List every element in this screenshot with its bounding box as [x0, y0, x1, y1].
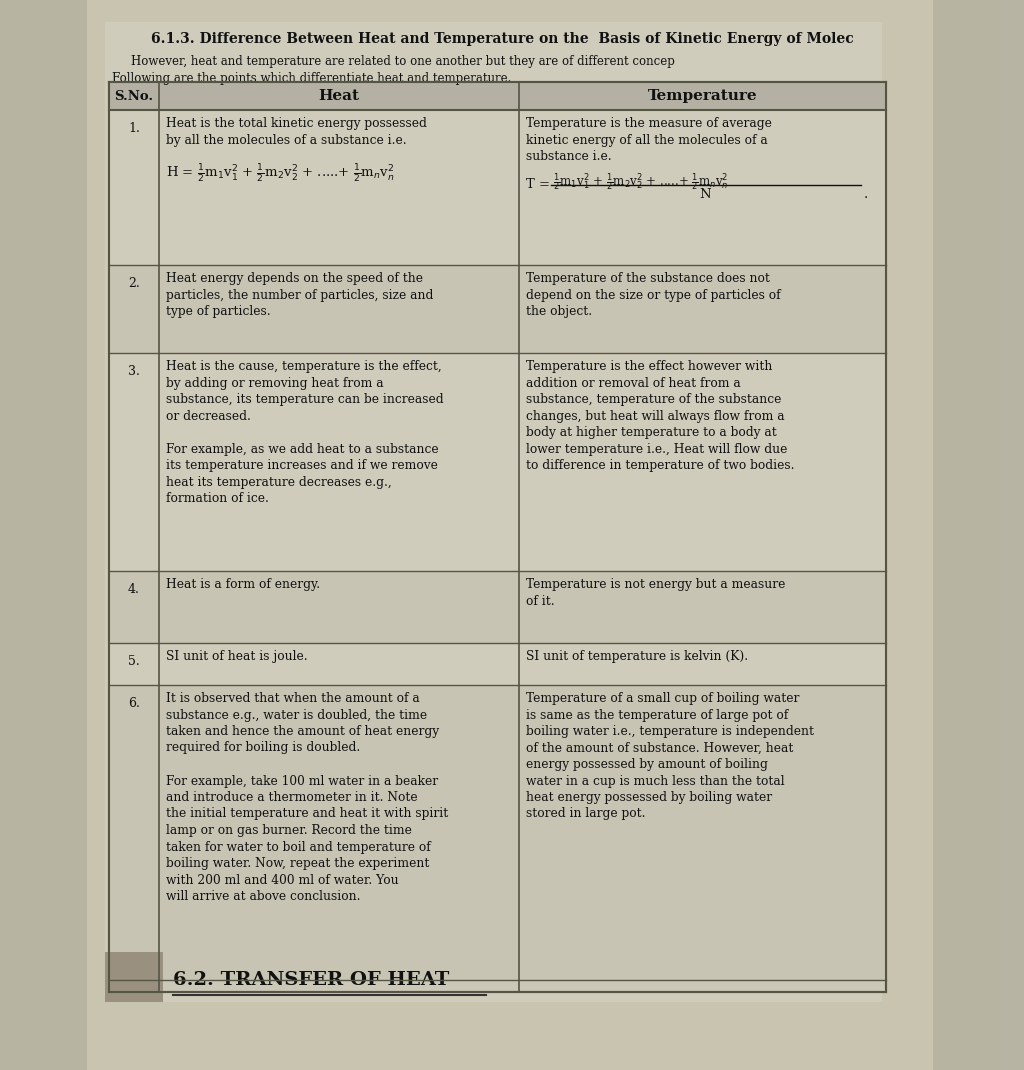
Bar [109, 685, 886, 980]
Bar [104, 952, 163, 1002]
Bar [109, 82, 886, 110]
Bar [87, 0, 933, 1070]
Text: .: . [863, 188, 867, 201]
Bar [109, 353, 886, 571]
Text: Heat: Heat [318, 89, 359, 103]
Text: Following are the points which differentiate heat and temperature.: Following are the points which different… [112, 72, 511, 85]
Bar [109, 82, 886, 992]
Text: However, heat and temperature are related to one another but they are of differe: However, heat and temperature are relate… [131, 55, 675, 68]
Text: 5.: 5. [128, 655, 140, 668]
Text: 6.2. TRANSFER OF HEAT: 6.2. TRANSFER OF HEAT [173, 970, 450, 989]
Text: SI unit of heat is joule.: SI unit of heat is joule. [166, 649, 308, 663]
Text: It is observed that when the amount of a
substance e.g., water is doubled, the t: It is observed that when the amount of a… [166, 692, 449, 903]
Text: $\frac{1}{2}$m$_1$v$_1^2$ + $\frac{1}{2}$m$_2$v$_2^2$ + .....+ $\frac{1}{2}$m$_n: $\frac{1}{2}$m$_1$v$_1^2$ + $\frac{1}{2}… [553, 171, 728, 193]
Text: 4.: 4. [128, 583, 140, 596]
Bar [109, 571, 886, 643]
Text: Heat is the total kinetic energy possessed
by all the molecules of a substance i: Heat is the total kinetic energy possess… [166, 117, 427, 147]
Text: 6.: 6. [128, 697, 140, 710]
Text: Temperature: Temperature [647, 89, 757, 103]
Text: Heat energy depends on the speed of the
particles, the number of particles, size: Heat energy depends on the speed of the … [166, 272, 433, 318]
Text: Temperature is not energy but a measure
of it.: Temperature is not energy but a measure … [525, 578, 785, 608]
Text: Heat is the cause, temperature is the effect,
by adding or removing heat from a
: Heat is the cause, temperature is the ef… [166, 360, 443, 505]
Text: SI unit of temperature is kelvin (K).: SI unit of temperature is kelvin (K). [525, 649, 748, 663]
Text: 2.: 2. [128, 277, 140, 290]
Text: Temperature of a small cup of boiling water
is same as the temperature of large : Temperature of a small cup of boiling wa… [525, 692, 813, 821]
Text: T =: T = [525, 178, 550, 192]
Text: S.No.: S.No. [115, 90, 154, 103]
Text: Temperature of the substance does not
depend on the size or type of particles of: Temperature of the substance does not de… [525, 272, 780, 318]
Bar [109, 265, 886, 353]
Text: 1.: 1. [128, 122, 140, 135]
Bar [104, 22, 882, 1002]
Text: N: N [699, 188, 711, 201]
Text: Heat is a form of energy.: Heat is a form of energy. [166, 578, 321, 591]
Text: Temperature is the measure of average
kinetic energy of all the molecules of a
s: Temperature is the measure of average ki… [525, 117, 771, 163]
Bar [109, 643, 886, 685]
Text: H = $\frac{1}{2}$m$_1$v$_1^2$ + $\frac{1}{2}$m$_2$v$_2^2$ + .....+ $\frac{1}{2}$: H = $\frac{1}{2}$m$_1$v$_1^2$ + $\frac{1… [166, 163, 394, 185]
Text: Temperature is the effect however with
addition or removal of heat from a
substa: Temperature is the effect however with a… [525, 360, 794, 472]
Text: 3.: 3. [128, 365, 140, 378]
Text: 6.1.3. Difference Between Heat and Temperature on the  Basis of Kinetic Energy o: 6.1.3. Difference Between Heat and Tempe… [151, 32, 853, 46]
Bar [109, 110, 886, 265]
